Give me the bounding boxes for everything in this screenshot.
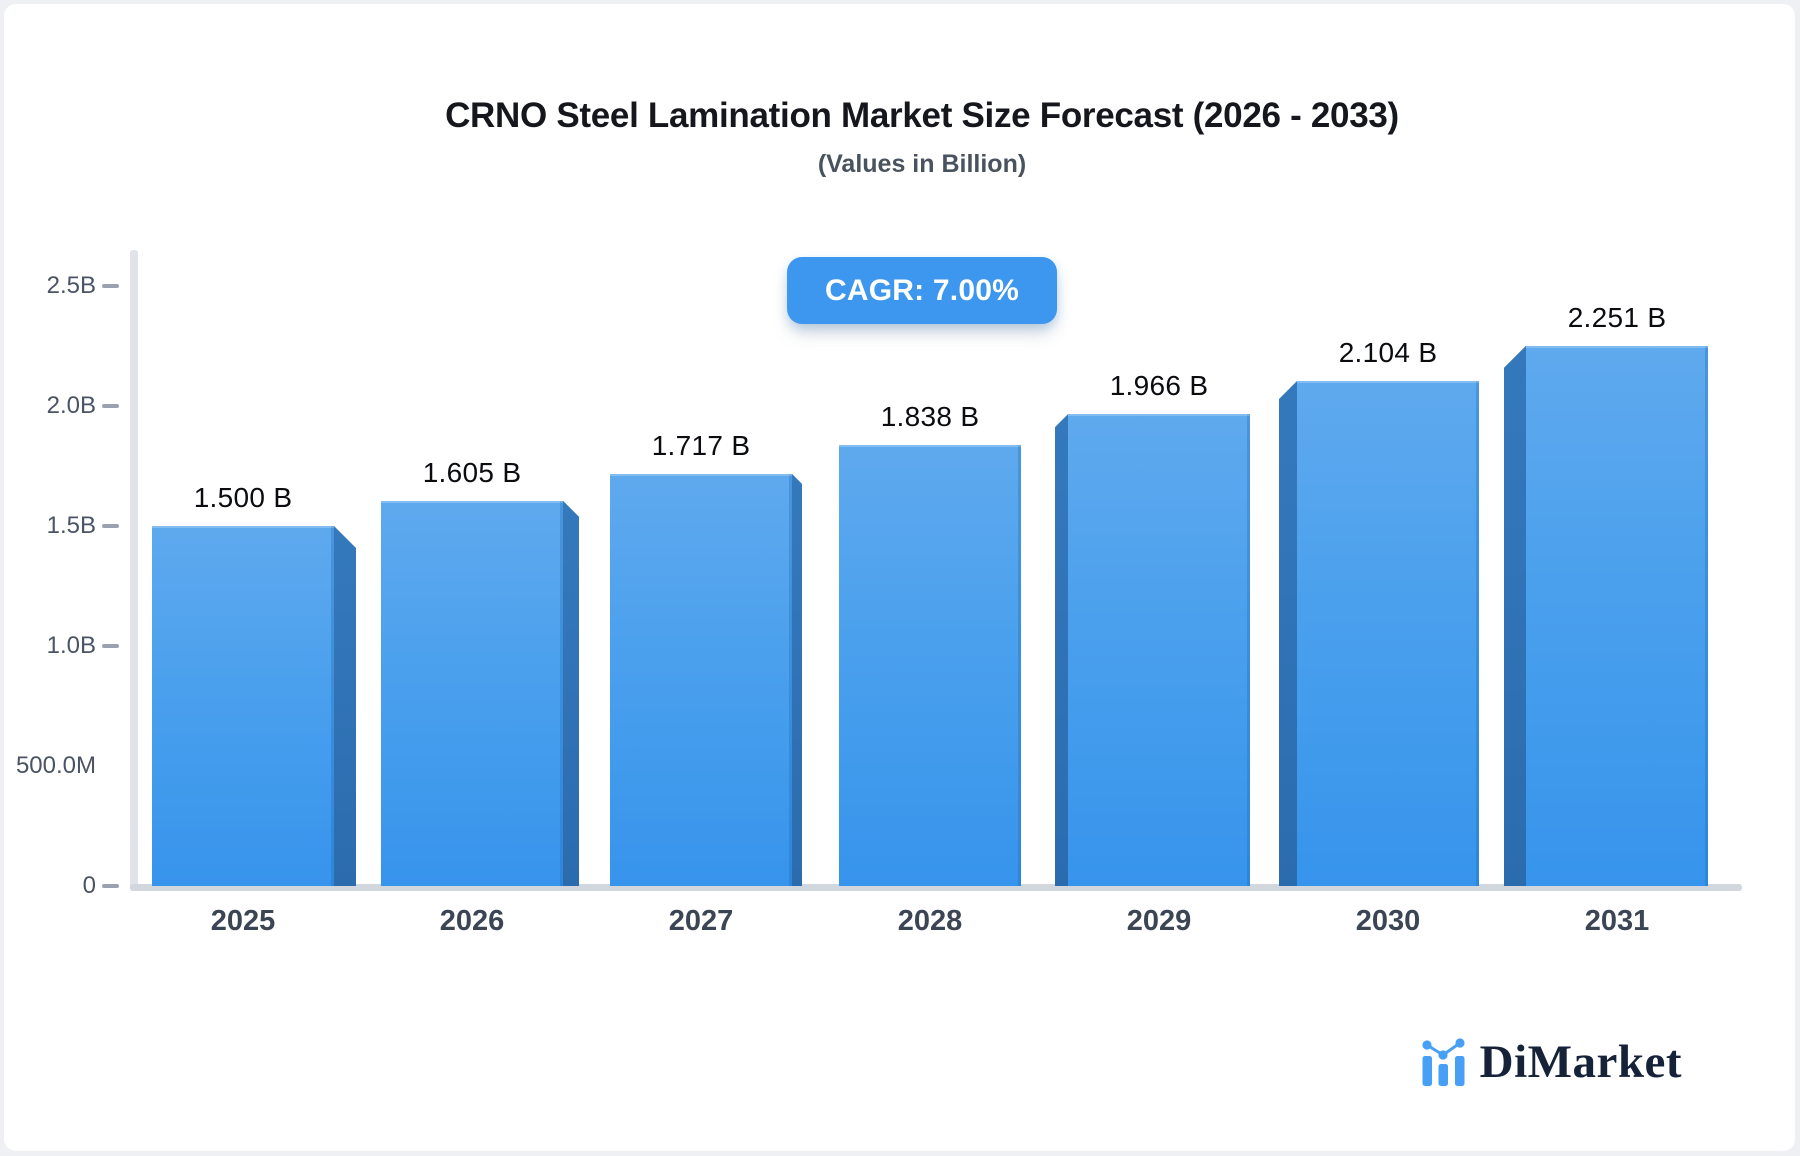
cagr-badge: CAGR: 7.00%: [787, 257, 1057, 324]
x-axis-label-2029: 2029: [1126, 905, 1192, 937]
y-tick-mark: [102, 404, 119, 408]
bar-side-2031: [1504, 345, 1526, 886]
brand-logo: DiMarket: [1422, 1038, 1682, 1086]
y-tick-label-2.0B: 2.0B: [46, 392, 96, 419]
y-tick-label-500.0M: 500.0M: [15, 752, 96, 779]
bar-side-2027: [792, 473, 802, 886]
y-tick-mark: [102, 284, 119, 288]
bar-2029[interactable]: [1068, 414, 1250, 886]
y-axis-line: [130, 250, 138, 891]
bar-value-label-2028: 1.838 B: [880, 400, 980, 432]
bar-2025[interactable]: [152, 526, 334, 886]
bar-2030[interactable]: [1297, 381, 1479, 886]
chart-title: CRNO Steel Lamination Market Size Foreca…: [445, 96, 1399, 135]
x-axis-label-2026: 2026: [439, 905, 505, 937]
bar-side-2025: [334, 526, 356, 886]
y-tick-label-1.5B: 1.5B: [46, 512, 96, 539]
bar-value-label-2030: 2.104 B: [1338, 337, 1438, 369]
bar-2026[interactable]: [381, 500, 563, 886]
y-tick-mark: [102, 524, 119, 528]
brand-name: DiMarket: [1479, 1036, 1682, 1088]
bar-chart-icon: [1422, 1038, 1465, 1086]
x-axis-label-2030: 2030: [1355, 905, 1421, 937]
y-tick-mark: [102, 644, 119, 648]
bar-side-2030: [1279, 381, 1297, 886]
x-axis-label-2027: 2027: [668, 905, 734, 937]
bar-value-label-2029: 1.966 B: [1109, 370, 1209, 402]
bar-value-label-2027: 1.717 B: [651, 429, 751, 461]
bar-value-label-2026: 1.605 B: [422, 456, 522, 488]
bar-value-label-2025: 1.500 B: [193, 482, 293, 513]
bar-side-2029: [1055, 414, 1068, 886]
y-tick-label-1.0B: 1.0B: [46, 632, 96, 659]
bar-side-2026: [563, 500, 579, 886]
y-tick-label-2.5B: 2.5B: [46, 272, 96, 299]
bar-value-label-2031: 2.251 B: [1567, 301, 1667, 333]
chart-header: CRNO Steel Lamination Market Size Foreca…: [44, 0, 1800, 179]
bar-2028[interactable]: [839, 444, 1021, 886]
bar-2031[interactable]: [1526, 345, 1708, 886]
x-axis-line: [130, 884, 1742, 891]
x-axis-label-2031: 2031: [1584, 905, 1650, 937]
chart-subtitle: (Values in Billion): [817, 150, 1027, 178]
y-tick-mark: [102, 884, 119, 888]
x-axis-label-2028: 2028: [897, 905, 963, 937]
bar-2027[interactable]: [610, 473, 792, 886]
y-tick-label-0: 0: [82, 872, 96, 899]
x-axis-label-2025: 2025: [210, 905, 276, 937]
cagr-badge-label: CAGR: 7.00%: [825, 273, 1019, 307]
